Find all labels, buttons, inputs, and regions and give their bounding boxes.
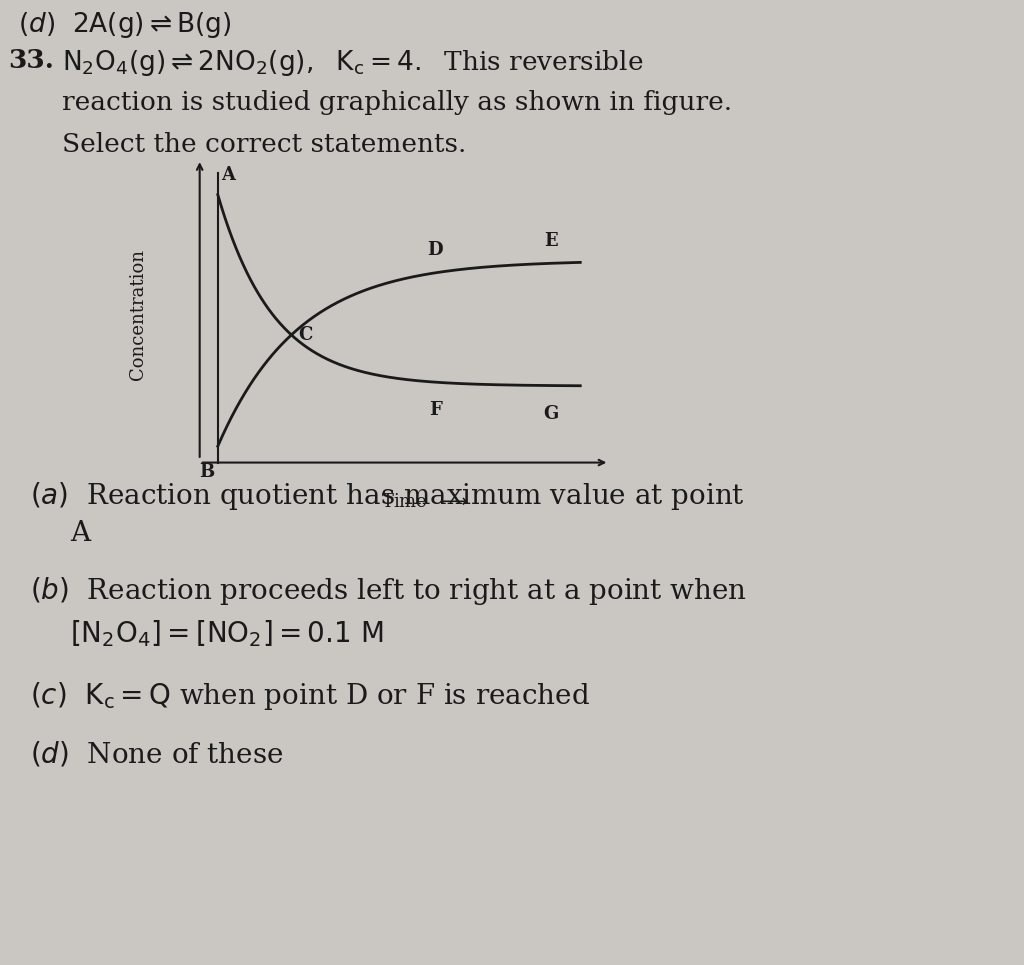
Text: $(c)$  $\mathrm{K_c = Q}$ when point D or F is reached: $(c)$ $\mathrm{K_c = Q}$ when point D or… bbox=[30, 680, 590, 712]
Text: Concentration: Concentration bbox=[129, 250, 147, 380]
Text: $(d)$  None of these: $(d)$ None of these bbox=[30, 740, 284, 769]
Text: G: G bbox=[544, 404, 559, 423]
Text: $\mathrm{N_2O_4(g) \rightleftharpoons 2NO_2(g),\ \ K_c = 4.}$  This reversible: $\mathrm{N_2O_4(g) \rightleftharpoons 2N… bbox=[62, 48, 643, 78]
Text: $(d)$  $\mathrm{2A(g) \rightleftharpoons B(g)}$: $(d)$ $\mathrm{2A(g) \rightleftharpoons … bbox=[18, 10, 231, 40]
Text: A: A bbox=[70, 520, 90, 547]
Text: A: A bbox=[221, 166, 236, 183]
Text: B: B bbox=[200, 462, 215, 481]
Text: 33.: 33. bbox=[8, 48, 54, 73]
Text: D: D bbox=[427, 241, 443, 260]
Text: Time  $\longrightarrow$: Time $\longrightarrow$ bbox=[381, 492, 468, 510]
Text: F: F bbox=[429, 401, 441, 420]
Text: reaction is studied graphically as shown in figure.: reaction is studied graphically as shown… bbox=[62, 90, 732, 115]
Text: $(a)$  Reaction quotient has maximum value at point: $(a)$ Reaction quotient has maximum valu… bbox=[30, 480, 744, 512]
Text: C: C bbox=[299, 326, 313, 344]
Text: $(b)$  Reaction proceeds left to right at a point when: $(b)$ Reaction proceeds left to right at… bbox=[30, 575, 746, 607]
Text: $\mathrm{[N_2O_4] = [NO_2] = 0.1\ M}$: $\mathrm{[N_2O_4] = [NO_2] = 0.1\ M}$ bbox=[70, 618, 383, 648]
Text: E: E bbox=[545, 232, 558, 250]
Text: Select the correct statements.: Select the correct statements. bbox=[62, 132, 466, 157]
